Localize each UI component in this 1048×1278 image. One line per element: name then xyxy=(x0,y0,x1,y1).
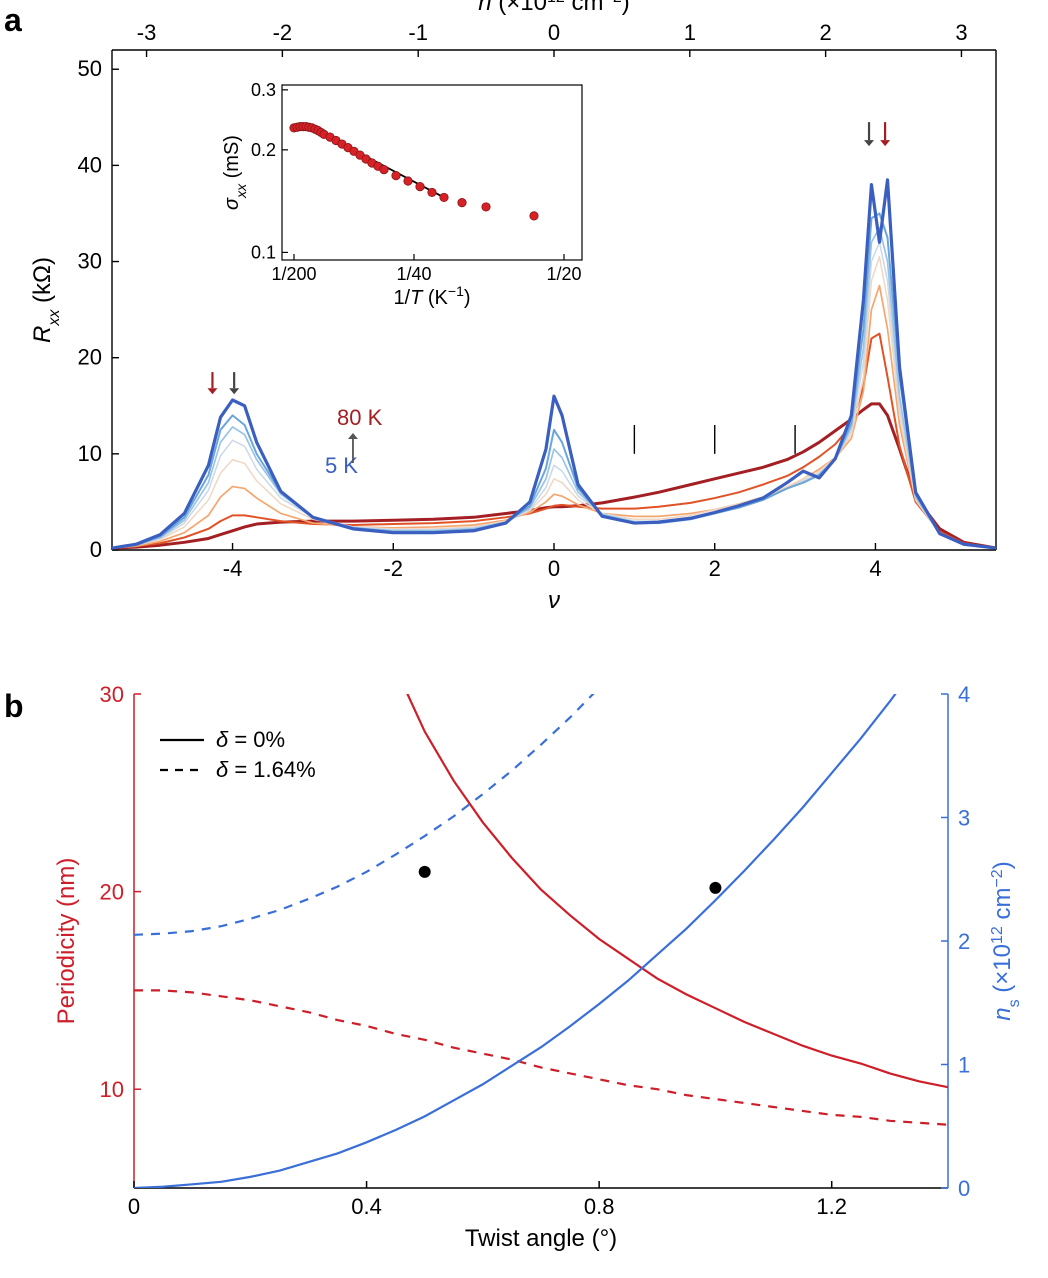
svg-text:1: 1 xyxy=(684,20,696,45)
svg-text:10: 10 xyxy=(78,441,102,466)
svg-text:30: 30 xyxy=(78,249,102,274)
svg-text:1/20: 1/20 xyxy=(546,264,581,284)
svg-text:2: 2 xyxy=(820,20,832,45)
svg-text:3: 3 xyxy=(958,806,970,831)
svg-text:0: 0 xyxy=(958,1176,970,1201)
svg-text:1.2: 1.2 xyxy=(816,1194,847,1219)
svg-text:0: 0 xyxy=(548,556,560,581)
panel-a-chart: -4 -2 0 2 4 ν -3 -2 -1 0 1 2 3 n (×1012 cm−2) 0 10 20 30 4… xyxy=(0,0,1048,640)
svg-text:0: 0 xyxy=(90,537,102,562)
svg-text:3: 3 xyxy=(955,20,967,45)
svg-text:50: 50 xyxy=(78,56,102,81)
figure-root: a -4-2024ν-3-2-10123n (×1012 cm−2)010203… xyxy=(0,0,1048,1278)
svg-text:1/T (K−1): 1/T (K−1) xyxy=(393,283,470,309)
svg-text:4: 4 xyxy=(958,682,970,707)
svg-text:10: 10 xyxy=(100,1077,124,1102)
svg-text:4: 4 xyxy=(869,556,881,581)
svg-text:n (×1012 cm−2): n (×1012 cm−2) xyxy=(478,0,629,16)
svg-text:-3: -3 xyxy=(137,20,157,45)
svg-text:2: 2 xyxy=(709,556,721,581)
svg-text:20: 20 xyxy=(78,345,102,370)
svg-text:2: 2 xyxy=(958,929,970,954)
svg-text:40: 40 xyxy=(78,152,102,177)
svg-text:0.4: 0.4 xyxy=(351,1194,382,1219)
panel-b-chart: 00.40.81.2Twist angle (°)102030Periodici… xyxy=(0,640,1048,1278)
svg-text:0: 0 xyxy=(128,1194,140,1219)
svg-text:Periodicity (nm): Periodicity (nm) xyxy=(53,858,80,1025)
svg-text:ns (×1012 cm−2): ns (×1012 cm−2) xyxy=(989,861,1023,1020)
svg-text:80 K: 80 K xyxy=(337,405,383,430)
svg-text:1/40: 1/40 xyxy=(396,264,431,284)
svg-text:0.3: 0.3 xyxy=(251,80,276,100)
svg-text:30: 30 xyxy=(100,682,124,707)
svg-text:Twist angle (°): Twist angle (°) xyxy=(465,1225,617,1252)
svg-text:0.8: 0.8 xyxy=(584,1194,615,1219)
svg-text:0.2: 0.2 xyxy=(251,140,276,160)
svg-text:-4: -4 xyxy=(223,556,243,581)
svg-text:0.1: 0.1 xyxy=(251,242,276,262)
svg-text:σxx (mS): σxx (mS) xyxy=(221,135,249,210)
svg-text:Rxx (kΩ): Rxx (kΩ) xyxy=(29,257,63,343)
svg-text:20: 20 xyxy=(100,880,124,905)
svg-text:ν: ν xyxy=(548,587,560,614)
svg-text:-2: -2 xyxy=(383,556,403,581)
svg-text:δ = 1.64%: δ = 1.64% xyxy=(216,757,316,782)
svg-text:1: 1 xyxy=(958,1053,970,1078)
svg-text:δ = 0%: δ = 0% xyxy=(216,727,285,752)
svg-text:-2: -2 xyxy=(273,20,293,45)
svg-text:0: 0 xyxy=(548,20,560,45)
svg-text:-1: -1 xyxy=(408,20,428,45)
svg-text:1/200: 1/200 xyxy=(271,264,316,284)
